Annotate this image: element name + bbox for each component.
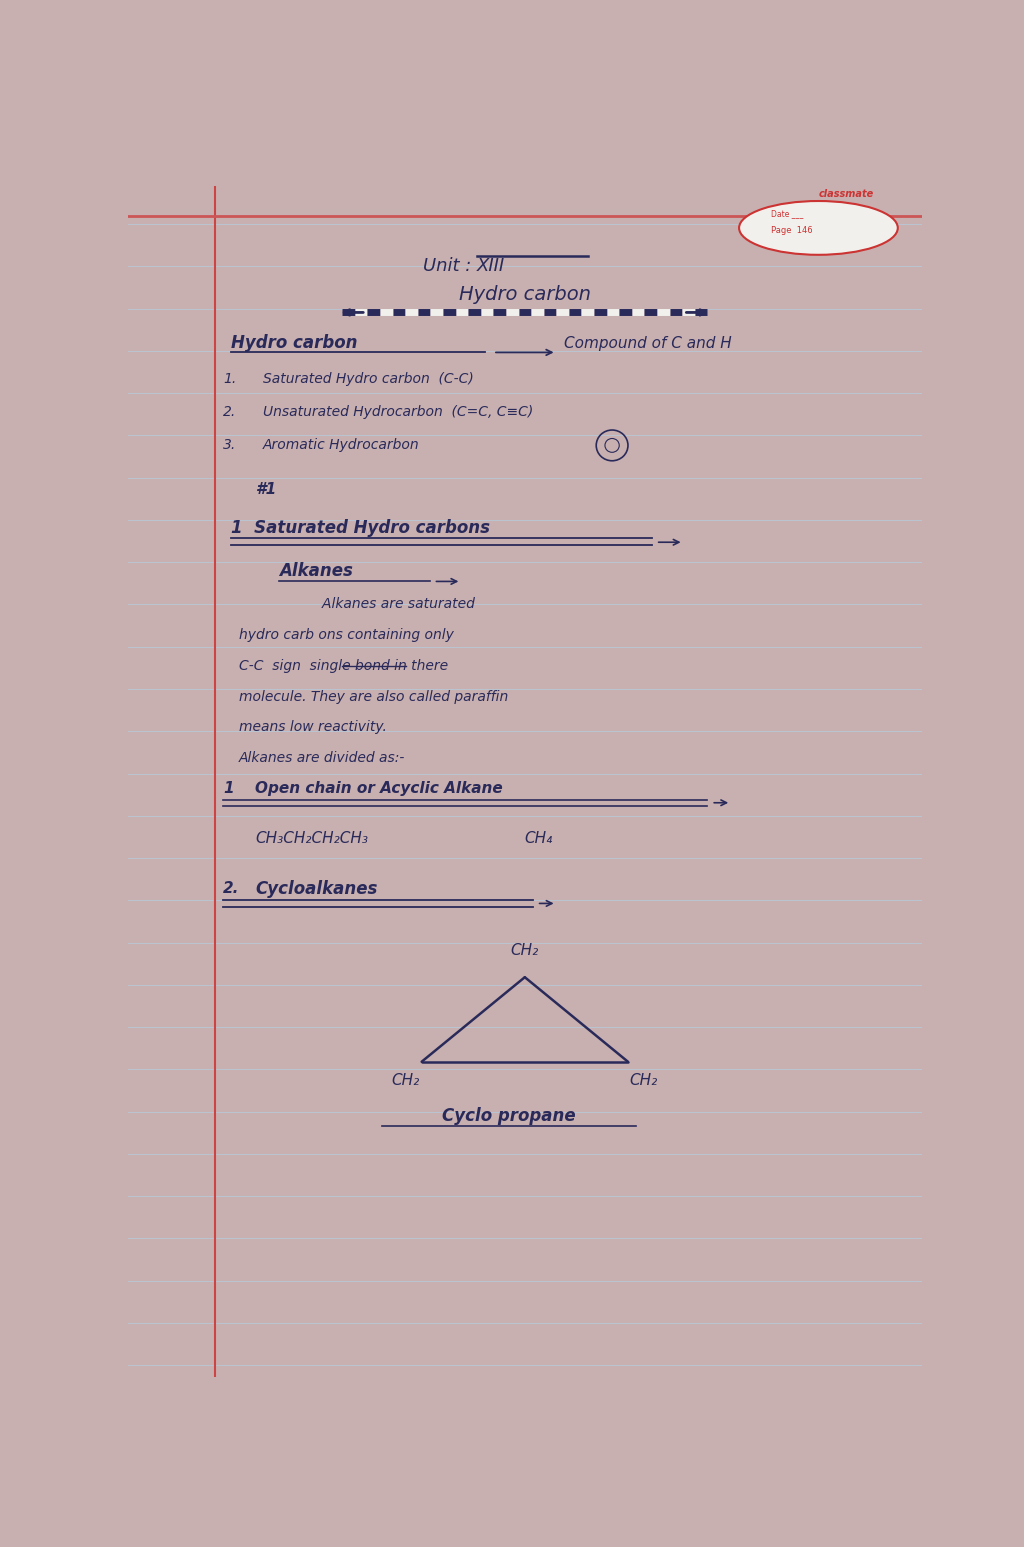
Text: Cycloalkanes: Cycloalkanes xyxy=(255,880,378,897)
Text: Hydro carbon: Hydro carbon xyxy=(231,334,357,353)
Text: XIII: XIII xyxy=(477,257,505,275)
Text: CH₂: CH₂ xyxy=(391,1074,420,1088)
Text: Alkanes are divided as:-: Alkanes are divided as:- xyxy=(240,752,406,766)
Text: CH₄: CH₄ xyxy=(525,831,553,846)
Text: Unsaturated Hydrocarbon  (C=C, C≡C): Unsaturated Hydrocarbon (C=C, C≡C) xyxy=(263,405,534,419)
Text: 2.: 2. xyxy=(223,882,240,896)
Text: Unit :: Unit : xyxy=(423,257,477,275)
Text: 2.: 2. xyxy=(223,405,237,419)
Text: #1: #1 xyxy=(255,481,276,497)
Text: CH₃CH₂CH₂CH₃: CH₃CH₂CH₂CH₃ xyxy=(255,831,368,846)
Text: 3.: 3. xyxy=(223,438,237,452)
Text: Compound of C and H: Compound of C and H xyxy=(564,336,732,351)
Text: Saturated Hydro carbon  (C-C): Saturated Hydro carbon (C-C) xyxy=(263,373,474,387)
Text: hydro carb ons containing only: hydro carb ons containing only xyxy=(240,628,454,642)
Text: Aromatic Hydrocarbon: Aromatic Hydrocarbon xyxy=(263,438,420,452)
Text: Cyclo propane: Cyclo propane xyxy=(442,1106,575,1125)
Text: molecule. They are also called paraffin: molecule. They are also called paraffin xyxy=(240,690,508,704)
Text: 1  Saturated Hydro carbons: 1 Saturated Hydro carbons xyxy=(231,518,490,537)
Text: Open chain or Acyclic Alkane: Open chain or Acyclic Alkane xyxy=(255,781,503,797)
Text: 1: 1 xyxy=(223,781,233,797)
Text: classmate: classmate xyxy=(818,189,873,200)
Text: 1.: 1. xyxy=(223,373,237,387)
Text: C-C  sign  single bond in there: C-C sign single bond in there xyxy=(240,659,449,673)
Text: means low reactivity.: means low reactivity. xyxy=(240,721,387,735)
Text: Date ___: Date ___ xyxy=(771,209,803,218)
Ellipse shape xyxy=(739,201,898,255)
Text: Page  146: Page 146 xyxy=(771,226,812,235)
Text: Hydro carbon: Hydro carbon xyxy=(459,285,591,305)
Text: CH₂: CH₂ xyxy=(511,944,539,958)
Text: Alkanes are saturated: Alkanes are saturated xyxy=(287,597,474,611)
Text: Alkanes: Alkanes xyxy=(279,563,352,580)
Text: CH₂: CH₂ xyxy=(630,1074,658,1088)
